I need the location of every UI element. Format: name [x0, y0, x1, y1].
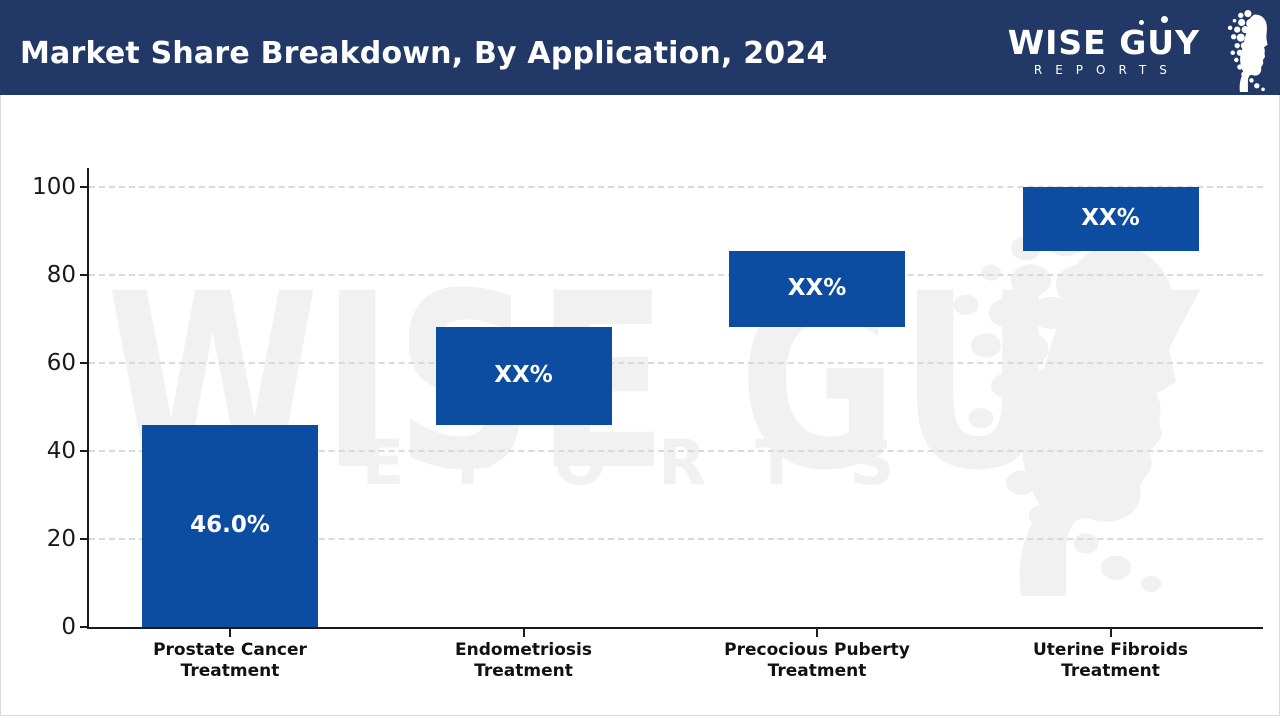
logo-dot-icon: [1161, 16, 1168, 23]
bar-prostate-cancer: [142, 424, 318, 627]
gridline-y-40: [89, 450, 1263, 452]
bar-value-label-uterine-fibroids: XX%: [1081, 204, 1140, 231]
y-tick-label-0: 0: [61, 614, 76, 640]
logo-wordmark: WISE GUY: [1007, 23, 1200, 62]
watermark-text-line2: REPORTS: [262, 426, 947, 499]
bar-value-label-prostate-cancer: 46.0%: [190, 511, 270, 538]
x-tick-uterine-fibroids: [1109, 629, 1112, 637]
x-category-label-precocious-puberty: Precocious Puberty Treatment: [724, 640, 910, 682]
y-tick-label-40: 40: [46, 438, 76, 464]
x-tick-endometriosis: [522, 629, 525, 637]
y-tick-label-80: 80: [46, 262, 76, 288]
x-category-label-prostate-cancer: Prostate Cancer Treatment: [153, 640, 307, 682]
y-tick-60: [80, 362, 88, 364]
x-axis-spine: [87, 627, 1263, 629]
y-axis-spine: [87, 168, 89, 629]
bar-precocious-puberty: [729, 250, 905, 327]
wise-guy-reports-logo: WISE GUY REPORTS: [1008, 4, 1272, 92]
bar-endometriosis: [435, 326, 612, 425]
x-tick-prostate-cancer: [229, 629, 231, 637]
x-category-label-endometriosis: Endometriosis Treatment: [455, 640, 592, 682]
y-tick-label-100: 100: [32, 174, 76, 200]
bar-value-label-precocious-puberty: XX%: [787, 274, 847, 301]
dotted-head-profile-icon: [1210, 10, 1268, 92]
gridline-y-80: [89, 274, 1263, 276]
y-tick-label-60: 60: [46, 350, 76, 376]
y-tick-20: [80, 538, 88, 540]
x-tick-precocious-puberty: [816, 629, 818, 637]
gridline-y-60: [89, 362, 1263, 364]
header-band: Market Share Breakdown, By Application, …: [0, 0, 1280, 95]
logo-text: WISE GUY REPORTS: [1007, 23, 1200, 77]
y-tick-label-20: 20: [46, 526, 76, 552]
y-tick-80: [80, 274, 88, 276]
y-tick-0: [80, 626, 88, 628]
bar-value-label-endometriosis: XX%: [494, 361, 553, 388]
y-tick-100: [80, 186, 88, 188]
logo-subtitle: REPORTS: [1033, 62, 1180, 77]
gridline-y-100: [89, 186, 1263, 188]
x-category-label-uterine-fibroids: Uterine Fibroids Treatment: [1032, 640, 1188, 682]
logo-dot-icon: [1139, 20, 1144, 25]
chart-title: Market Share Breakdown, By Application, …: [20, 36, 828, 71]
gridline-y-20: [89, 538, 1263, 540]
bar-uterine-fibroids: [1022, 187, 1199, 251]
y-tick-40: [80, 450, 88, 452]
